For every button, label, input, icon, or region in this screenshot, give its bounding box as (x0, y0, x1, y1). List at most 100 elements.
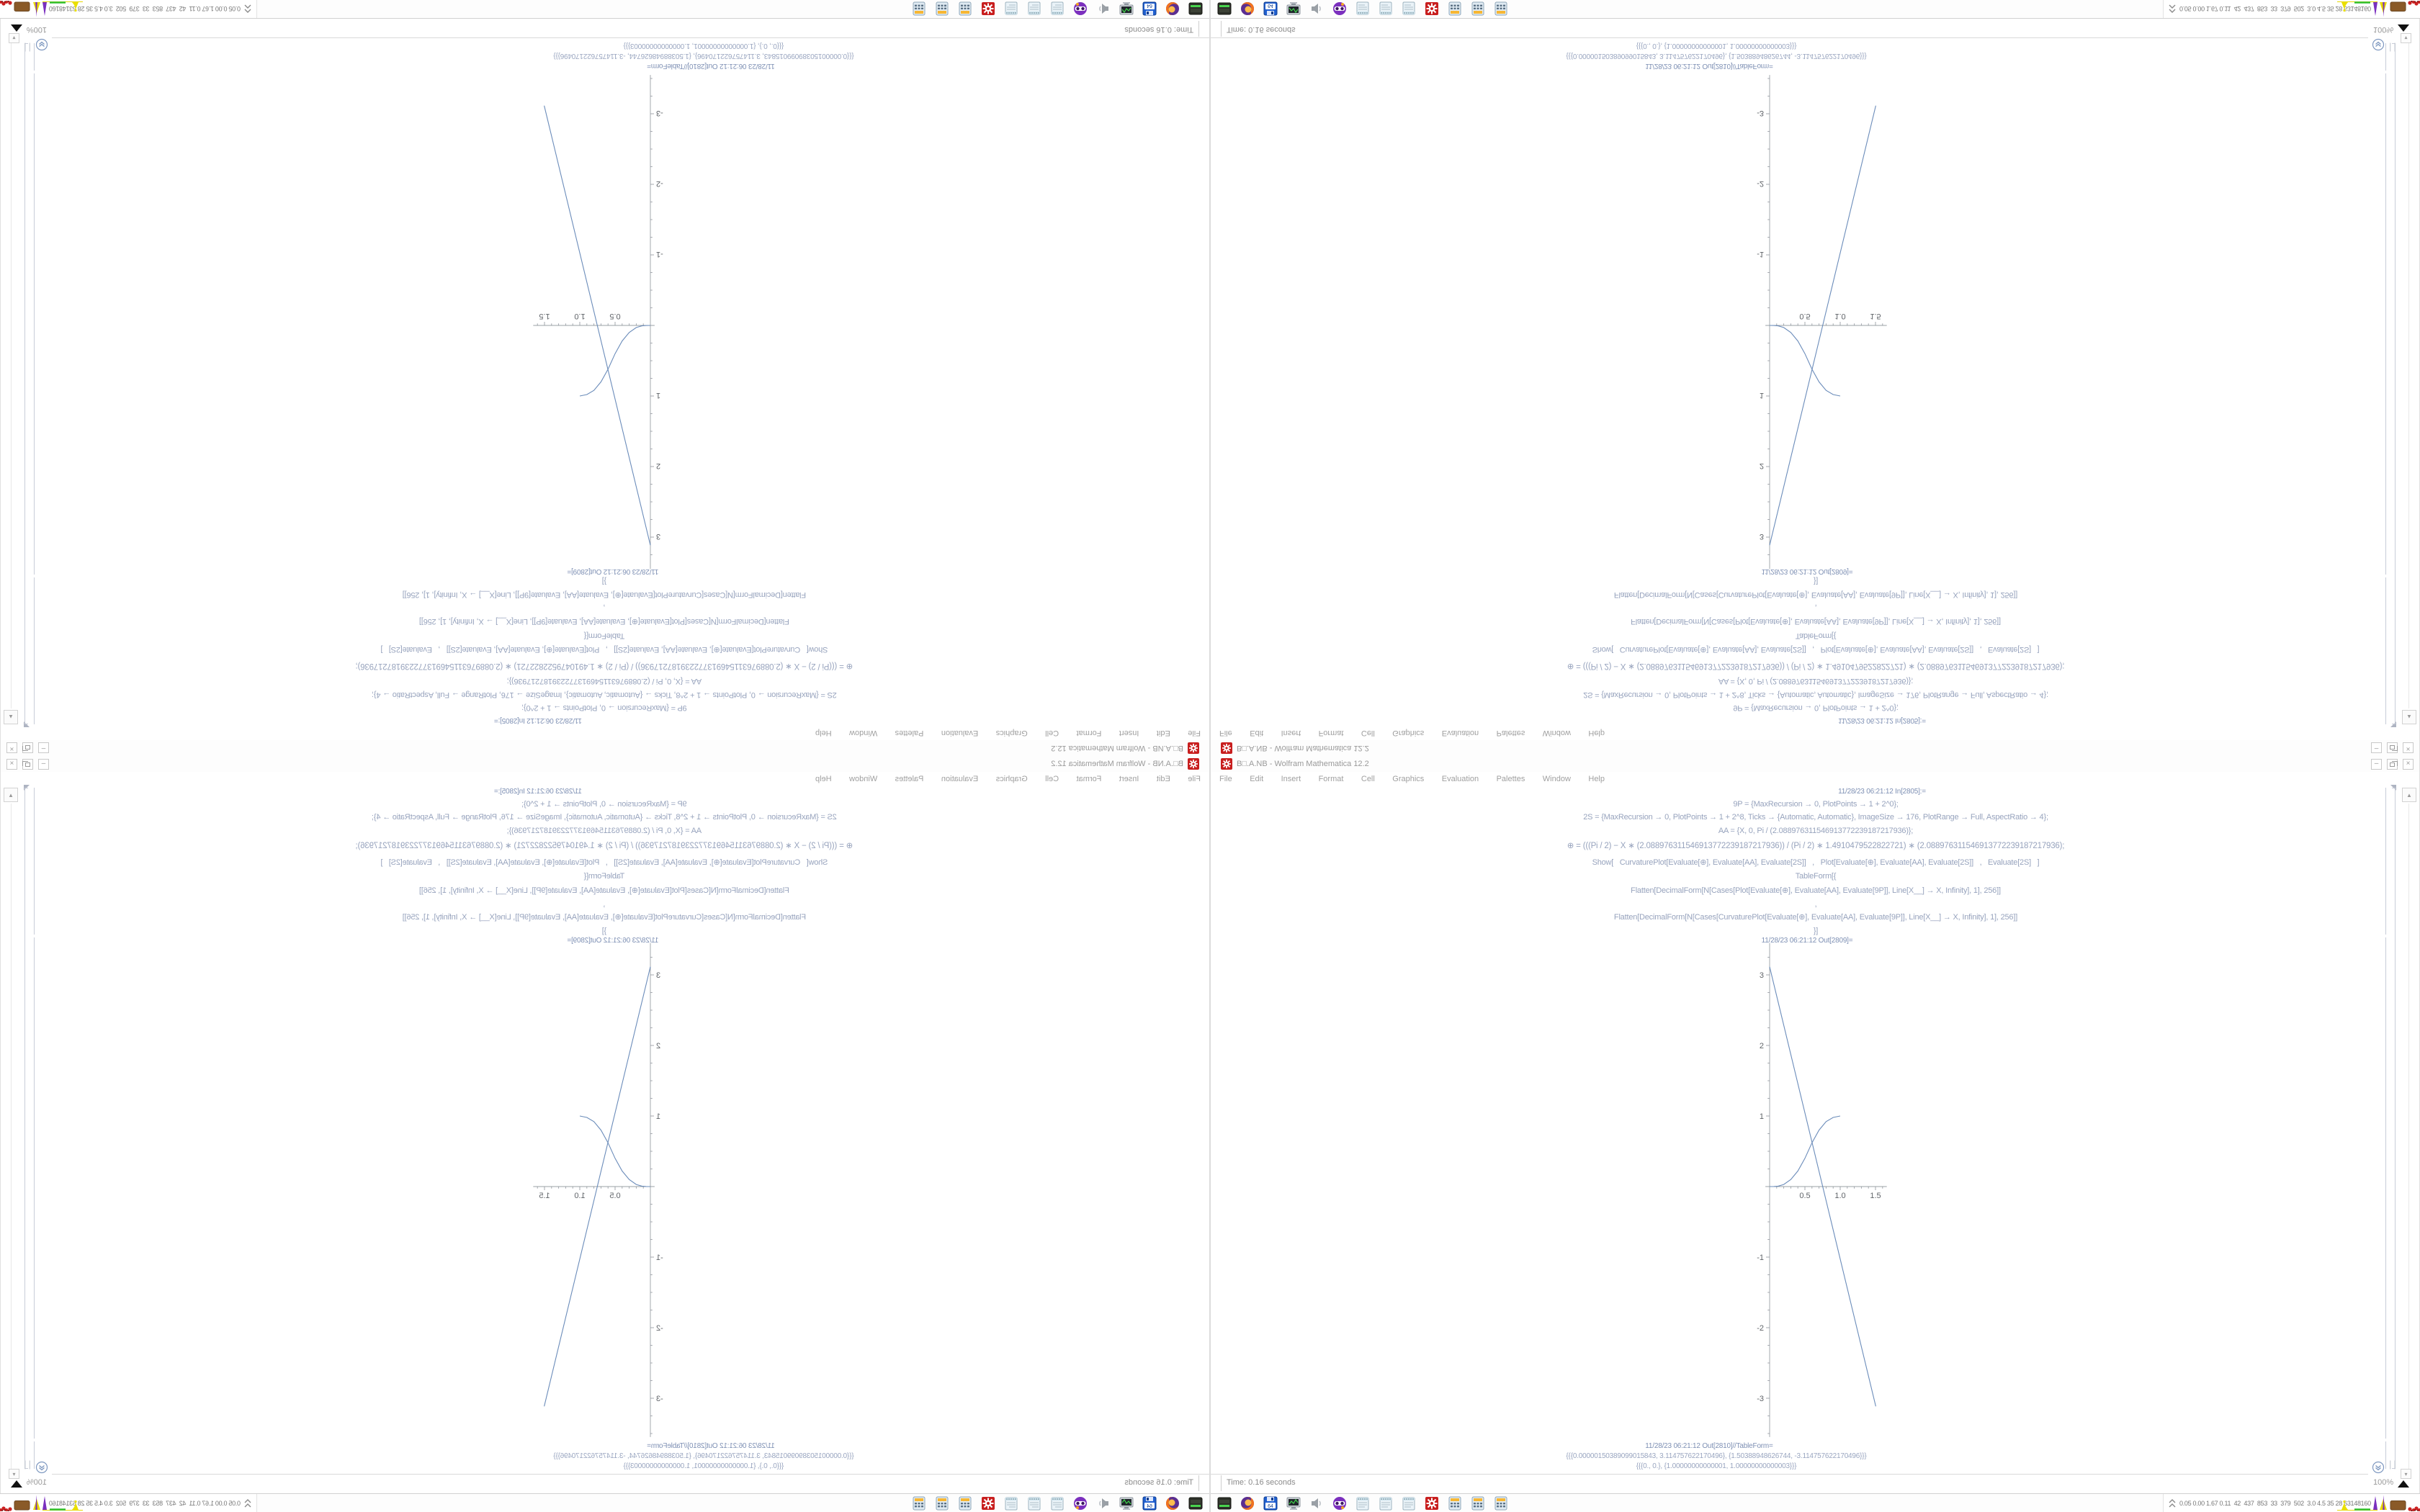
jump-to-end-icon[interactable] (35, 38, 48, 51)
close-button[interactable]: × (2403, 759, 2414, 770)
menu-palettes[interactable]: Palettes (895, 775, 924, 783)
menu-cell[interactable]: Cell (1361, 775, 1375, 783)
mask-app-icon[interactable] (1072, 1495, 1088, 1511)
mathematica-gear-icon[interactable] (980, 1, 996, 17)
menu-edit[interactable]: Edit (1156, 729, 1170, 737)
menu-file[interactable]: File (1219, 775, 1232, 783)
cell-bracket-table[interactable] (34, 1441, 35, 1469)
system-monitor-icon[interactable] (1119, 1495, 1134, 1511)
calculator-icon[interactable] (1470, 1, 1486, 17)
menu-cell[interactable]: Cell (1045, 729, 1059, 737)
menu-window[interactable]: Window (849, 775, 878, 783)
mathematica-gear-icon[interactable] (980, 1495, 996, 1511)
menu-cell[interactable]: Cell (1361, 729, 1375, 737)
speaker-icon[interactable] (1309, 1, 1325, 17)
calculator-icon[interactable] (1493, 1, 1509, 17)
cell-bracket-table[interactable] (2385, 43, 2386, 71)
cell-bracket-plot[interactable] (34, 937, 35, 1439)
mathematica-gear-icon[interactable] (1424, 1, 1440, 17)
menu-format[interactable]: Format (1076, 775, 1102, 783)
menu-evaluation[interactable]: Evaluation (941, 775, 979, 783)
menu-format[interactable]: Format (1318, 729, 1344, 737)
menu-edit[interactable]: Edit (1250, 729, 1264, 737)
cell-group-bracket[interactable] (24, 788, 25, 1469)
menu-help[interactable]: Help (1588, 729, 1605, 737)
menu-format[interactable]: Format (1318, 775, 1344, 783)
mathematica-gear-icon[interactable] (1424, 1495, 1440, 1511)
firefox-icon[interactable] (1165, 1, 1180, 17)
calculator-icon[interactable] (1447, 1, 1463, 17)
minimize-button[interactable]: – (38, 742, 49, 753)
menu-help[interactable]: Help (815, 775, 832, 783)
menu-file[interactable]: File (1219, 729, 1232, 737)
cell-bracket-plot[interactable] (34, 73, 35, 575)
firefox-icon[interactable] (1240, 1, 1255, 17)
menu-window[interactable]: Window (1542, 775, 1571, 783)
system-monitor-icon[interactable] (1119, 1, 1134, 17)
close-button[interactable]: × (6, 742, 17, 753)
calculator-icon[interactable] (1447, 1495, 1463, 1511)
notepad-icon[interactable] (1003, 1495, 1019, 1511)
menu-palettes[interactable]: Palettes (1496, 729, 1525, 737)
speaker-icon[interactable] (1095, 1, 1111, 17)
menu-graphics[interactable]: Graphics (995, 729, 1028, 737)
cell-bracket-input[interactable] (2385, 788, 2386, 935)
scrollbar-up-button[interactable]: ▲ (2402, 788, 2416, 802)
menu-help[interactable]: Help (1588, 775, 1605, 783)
menu-format[interactable]: Format (1076, 729, 1102, 737)
notepad-icon[interactable] (1026, 1495, 1042, 1511)
restore-button[interactable] (2387, 742, 2398, 753)
minimize-button[interactable]: – (2371, 742, 2382, 753)
calculator-icon[interactable] (957, 1, 973, 17)
floppy-64-icon[interactable]: 64 (1263, 1495, 1278, 1511)
speaker-icon[interactable] (1309, 1495, 1325, 1511)
hard-drive-icon[interactable] (1216, 1495, 1232, 1511)
jump-to-end-icon[interactable] (35, 1461, 48, 1474)
notepad-icon[interactable] (1049, 1, 1065, 17)
menu-insert[interactable]: Insert (1119, 775, 1139, 783)
magnification-label[interactable]: 100% (26, 25, 47, 34)
calculator-icon[interactable] (1470, 1495, 1486, 1511)
calculator-icon[interactable] (934, 1495, 950, 1511)
scrollbar-track[interactable] (2408, 40, 2409, 708)
menu-evaluation[interactable]: Evaluation (1441, 775, 1479, 783)
firefox-icon[interactable] (1165, 1495, 1180, 1511)
calculator-icon[interactable] (1493, 1495, 1509, 1511)
resize-grip-icon[interactable] (2398, 24, 2409, 32)
menu-graphics[interactable]: Graphics (1392, 729, 1425, 737)
menu-evaluation[interactable]: Evaluation (1441, 729, 1479, 737)
jump-to-end-icon[interactable] (2372, 1461, 2385, 1474)
hard-drive-icon[interactable] (1188, 1, 1204, 17)
notepad-icon[interactable] (1049, 1495, 1065, 1511)
cell-bracket-input[interactable] (34, 788, 35, 935)
floppy-64-icon[interactable]: 64 (1142, 1495, 1157, 1511)
hard-drive-icon[interactable] (1216, 1, 1232, 17)
tray-expand-icon[interactable] (243, 3, 252, 14)
mask-app-icon[interactable] (1332, 1495, 1348, 1511)
menu-insert[interactable]: Insert (1281, 729, 1301, 737)
cell-bracket-plot[interactable] (2385, 73, 2386, 575)
notepad-icon[interactable] (1378, 1495, 1394, 1511)
menu-file[interactable]: File (1188, 729, 1201, 737)
notebook-dropdown-button[interactable]: ▾ (9, 1469, 19, 1479)
menu-graphics[interactable]: Graphics (1392, 775, 1425, 783)
restore-button[interactable] (22, 742, 33, 753)
cell-bracket-table[interactable] (2385, 1441, 2386, 1469)
system-monitor-icon[interactable] (1286, 1, 1301, 17)
cell-bracket-plot[interactable] (2385, 937, 2386, 1439)
tray-expand-icon[interactable] (2168, 3, 2177, 14)
tray-expand-icon[interactable] (243, 1498, 252, 1509)
menu-help[interactable]: Help (815, 729, 832, 737)
mask-app-icon[interactable] (1332, 1, 1348, 17)
speaker-icon[interactable] (1095, 1495, 1111, 1511)
magnification-label[interactable]: 100% (26, 1478, 47, 1487)
menu-palettes[interactable]: Palettes (895, 729, 924, 737)
notepad-icon[interactable] (1401, 1, 1417, 17)
cell-bracket-input[interactable] (34, 577, 35, 724)
notepad-icon[interactable] (1355, 1, 1371, 17)
menu-edit[interactable]: Edit (1156, 775, 1170, 783)
resize-grip-icon[interactable] (11, 24, 22, 32)
restore-button[interactable] (2387, 759, 2398, 770)
menu-palettes[interactable]: Palettes (1496, 775, 1525, 783)
menu-insert[interactable]: Insert (1119, 729, 1139, 737)
